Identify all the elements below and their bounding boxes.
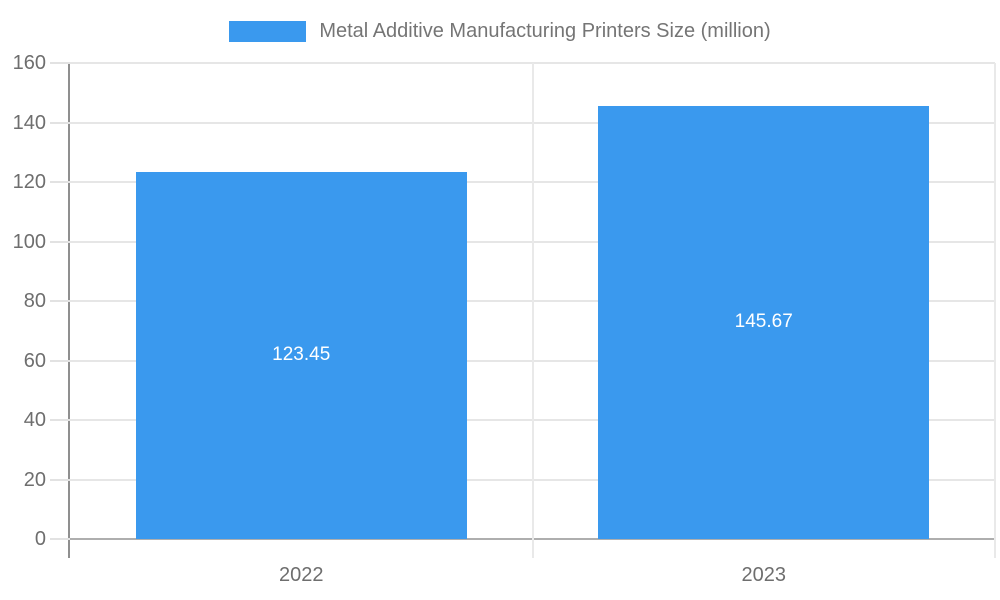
legend-label: Metal Additive Manufacturing Printers Si… (319, 20, 771, 42)
y-tick-mark (50, 62, 70, 64)
x-gridline (994, 63, 996, 558)
y-tick-label: 80 (23, 290, 46, 312)
y-tick-mark (50, 121, 70, 124)
bar-value-label: 123.45 (272, 344, 331, 366)
y-axis-line (68, 63, 70, 558)
y-tick-label: 100 (12, 230, 46, 253)
x-tick-label: 2023 (741, 564, 787, 586)
y-tick-label: 60 (23, 349, 46, 372)
chart-legend[interactable]: Metal Additive Manufacturing Printers Si… (0, 20, 1000, 42)
x-gridline (531, 63, 534, 558)
plot-area: 0 20 40 60 80 100 120 140 160 123.45 2022 145.67 202… (13, 53, 996, 585)
y-tick-mark (50, 240, 70, 243)
y-tick-mark (50, 181, 70, 183)
y-tick-label: 120 (12, 171, 46, 193)
bar-value-label: 145.67 (734, 311, 793, 333)
y-tick-mark (50, 478, 70, 481)
y-tick-mark (50, 359, 70, 362)
x-tick-label: 2022 (279, 564, 324, 586)
bar[interactable]: 123.45 (135, 171, 467, 539)
y-tick-mark (50, 419, 70, 421)
y-tick-label: 160 (12, 52, 46, 74)
legend-swatch (229, 20, 307, 42)
y-tick-label: 0 (34, 528, 46, 550)
y-tick-label: 140 (12, 111, 46, 134)
y-tick-label: 20 (23, 468, 46, 491)
y-tick-mark (50, 300, 70, 302)
y-tick-label: 40 (23, 409, 46, 431)
bar[interactable]: 145.67 (598, 105, 930, 539)
y-tick-mark (50, 538, 70, 540)
